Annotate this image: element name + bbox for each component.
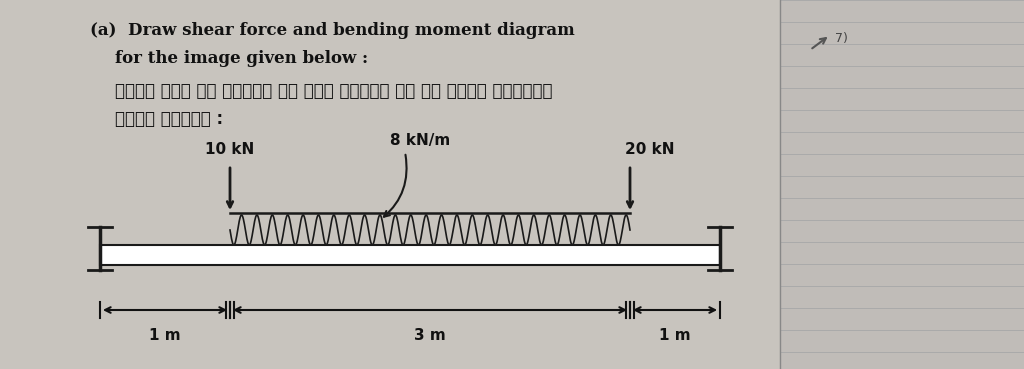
Text: 1 m: 1 m (150, 328, 181, 343)
Text: for the image given below :: for the image given below : (115, 50, 368, 67)
Text: 20 kN: 20 kN (626, 142, 675, 157)
Bar (780, 0, 1024, 369)
Text: (a)  Draw shear force and bending moment diagram: (a) Draw shear force and bending moment … (90, 22, 574, 39)
Text: 3 m: 3 m (414, 328, 445, 343)
Text: आरेख खींचो :: आरेख खींचो : (115, 110, 223, 128)
Bar (100, 245, 720, 265)
Text: 1 m: 1 m (659, 328, 691, 343)
Text: 8 kN/m: 8 kN/m (390, 133, 451, 148)
Text: 10 kN: 10 kN (206, 142, 255, 157)
Text: नीचे दिए गए चित्र के लिए कर्तन बल और बंकन अघूर्ण: नीचे दिए गए चित्र के लिए कर्तन बल और बंक… (115, 82, 553, 100)
Text: 7): 7) (835, 31, 848, 45)
